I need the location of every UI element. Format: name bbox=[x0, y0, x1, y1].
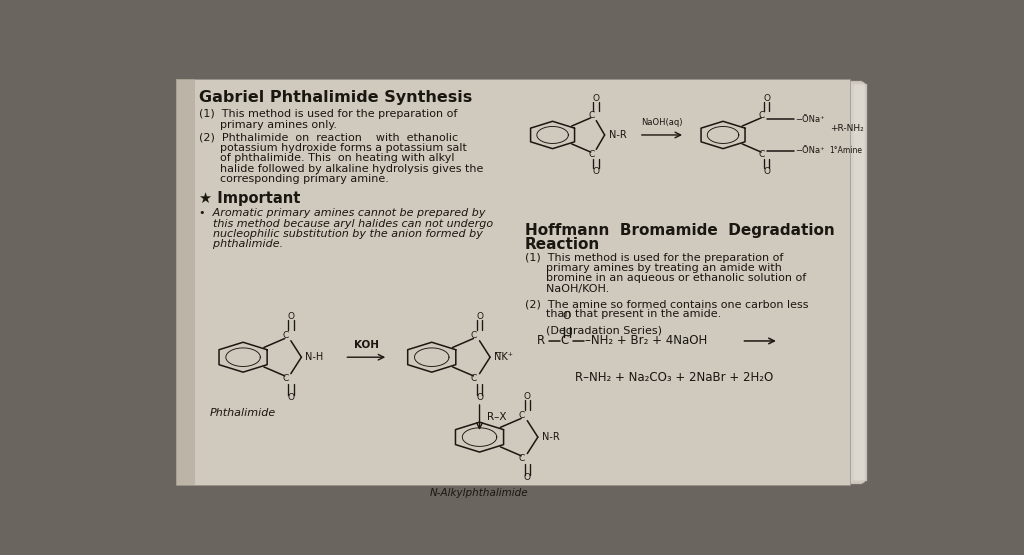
Text: C: C bbox=[588, 150, 594, 159]
Text: C: C bbox=[471, 374, 477, 383]
Text: N-R: N-R bbox=[608, 130, 627, 140]
Text: (2)  Phthalimide  on  reaction    with  ethanolic: (2) Phthalimide on reaction with ethanol… bbox=[200, 133, 459, 143]
Text: NaOH/KOH.: NaOH/KOH. bbox=[524, 284, 609, 294]
Text: bromine in an aqueous or ethanolic solution of: bromine in an aqueous or ethanolic solut… bbox=[524, 274, 806, 284]
Text: potassium hydroxide forms a potassium salt: potassium hydroxide forms a potassium sa… bbox=[200, 143, 467, 153]
Text: O: O bbox=[563, 311, 571, 321]
Text: primary amines only.: primary amines only. bbox=[200, 119, 338, 129]
Text: ★ Important: ★ Important bbox=[200, 191, 301, 206]
Text: phthalimide.: phthalimide. bbox=[200, 239, 284, 249]
Text: −ŌNa⁺: −ŌNa⁺ bbox=[796, 146, 825, 155]
Text: (Degradation Series): (Degradation Series) bbox=[524, 326, 662, 336]
Text: N̅K⁺: N̅K⁺ bbox=[494, 352, 513, 362]
Text: O: O bbox=[593, 94, 600, 103]
Text: Phthalimide: Phthalimide bbox=[210, 408, 276, 418]
Text: C: C bbox=[518, 454, 525, 463]
Text: (1)  This method is used for the preparation of: (1) This method is used for the preparat… bbox=[524, 253, 783, 263]
Text: O: O bbox=[593, 166, 600, 176]
Text: R: R bbox=[537, 335, 545, 347]
Text: C: C bbox=[560, 335, 568, 347]
Text: O: O bbox=[288, 393, 294, 402]
Text: (1)  This method is used for the preparation of: (1) This method is used for the preparat… bbox=[200, 109, 458, 119]
Text: R–NH₂ + Na₂CO₃ + 2NaBr + 2H₂O: R–NH₂ + Na₂CO₃ + 2NaBr + 2H₂O bbox=[574, 371, 773, 384]
Text: C: C bbox=[283, 331, 289, 340]
Text: O: O bbox=[288, 312, 294, 321]
Bar bbox=[176, 79, 850, 486]
Text: (2)  The amine so formed contains one carbon less: (2) The amine so formed contains one car… bbox=[524, 299, 808, 309]
Text: O: O bbox=[476, 312, 483, 321]
Text: C: C bbox=[518, 411, 525, 420]
Text: N-R: N-R bbox=[542, 432, 559, 442]
Text: R–X: R–X bbox=[487, 412, 507, 422]
Text: Gabriel Phthalimide Synthesis: Gabriel Phthalimide Synthesis bbox=[200, 90, 473, 105]
Text: O: O bbox=[763, 94, 770, 103]
Text: −ŌNa⁺: −ŌNa⁺ bbox=[796, 115, 825, 124]
Bar bbox=[851, 83, 865, 482]
Bar bbox=[850, 82, 864, 483]
Bar bbox=[853, 84, 867, 481]
Text: halide followed by alkaline hydrolysis gives the: halide followed by alkaline hydrolysis g… bbox=[200, 164, 483, 174]
Text: N-Alkylphthalimide: N-Alkylphthalimide bbox=[430, 488, 528, 498]
Bar bbox=[848, 80, 862, 484]
Text: O: O bbox=[524, 392, 530, 401]
Text: C: C bbox=[471, 331, 477, 340]
Text: –NH₂ + Br₂ + 4NaOH: –NH₂ + Br₂ + 4NaOH bbox=[585, 335, 708, 347]
Text: •  Aromatic primary amines cannot be prepared by: • Aromatic primary amines cannot be prep… bbox=[200, 209, 486, 219]
Text: primary amines by treating an amide with: primary amines by treating an amide with bbox=[524, 263, 781, 273]
Text: nucleophilic substitution by the anion formed by: nucleophilic substitution by the anion f… bbox=[200, 229, 483, 239]
Text: NaOH(aq): NaOH(aq) bbox=[641, 118, 683, 127]
Text: C: C bbox=[283, 374, 289, 383]
Text: O: O bbox=[476, 393, 483, 402]
Text: corresponding primary amine.: corresponding primary amine. bbox=[200, 174, 389, 184]
Text: 1°Amine: 1°Amine bbox=[829, 145, 862, 154]
Text: +R-NH₂: +R-NH₂ bbox=[829, 124, 863, 133]
Text: Reaction: Reaction bbox=[524, 236, 600, 251]
Text: than that present in the amide.: than that present in the amide. bbox=[524, 309, 721, 319]
Bar bbox=[176, 79, 196, 486]
Text: C: C bbox=[759, 150, 765, 159]
Text: Hoffmann  Bromamide  Degradation: Hoffmann Bromamide Degradation bbox=[524, 223, 835, 238]
Text: O: O bbox=[763, 166, 770, 176]
Text: KOH: KOH bbox=[353, 340, 379, 350]
Text: N-H: N-H bbox=[305, 352, 324, 362]
Text: C: C bbox=[588, 112, 594, 120]
Text: of phthalimide. This  on heating with alkyl: of phthalimide. This on heating with alk… bbox=[200, 153, 455, 163]
Text: C: C bbox=[759, 112, 765, 120]
Text: O: O bbox=[524, 473, 530, 482]
Text: this method because aryl halides can not undergo: this method because aryl halides can not… bbox=[200, 219, 494, 229]
